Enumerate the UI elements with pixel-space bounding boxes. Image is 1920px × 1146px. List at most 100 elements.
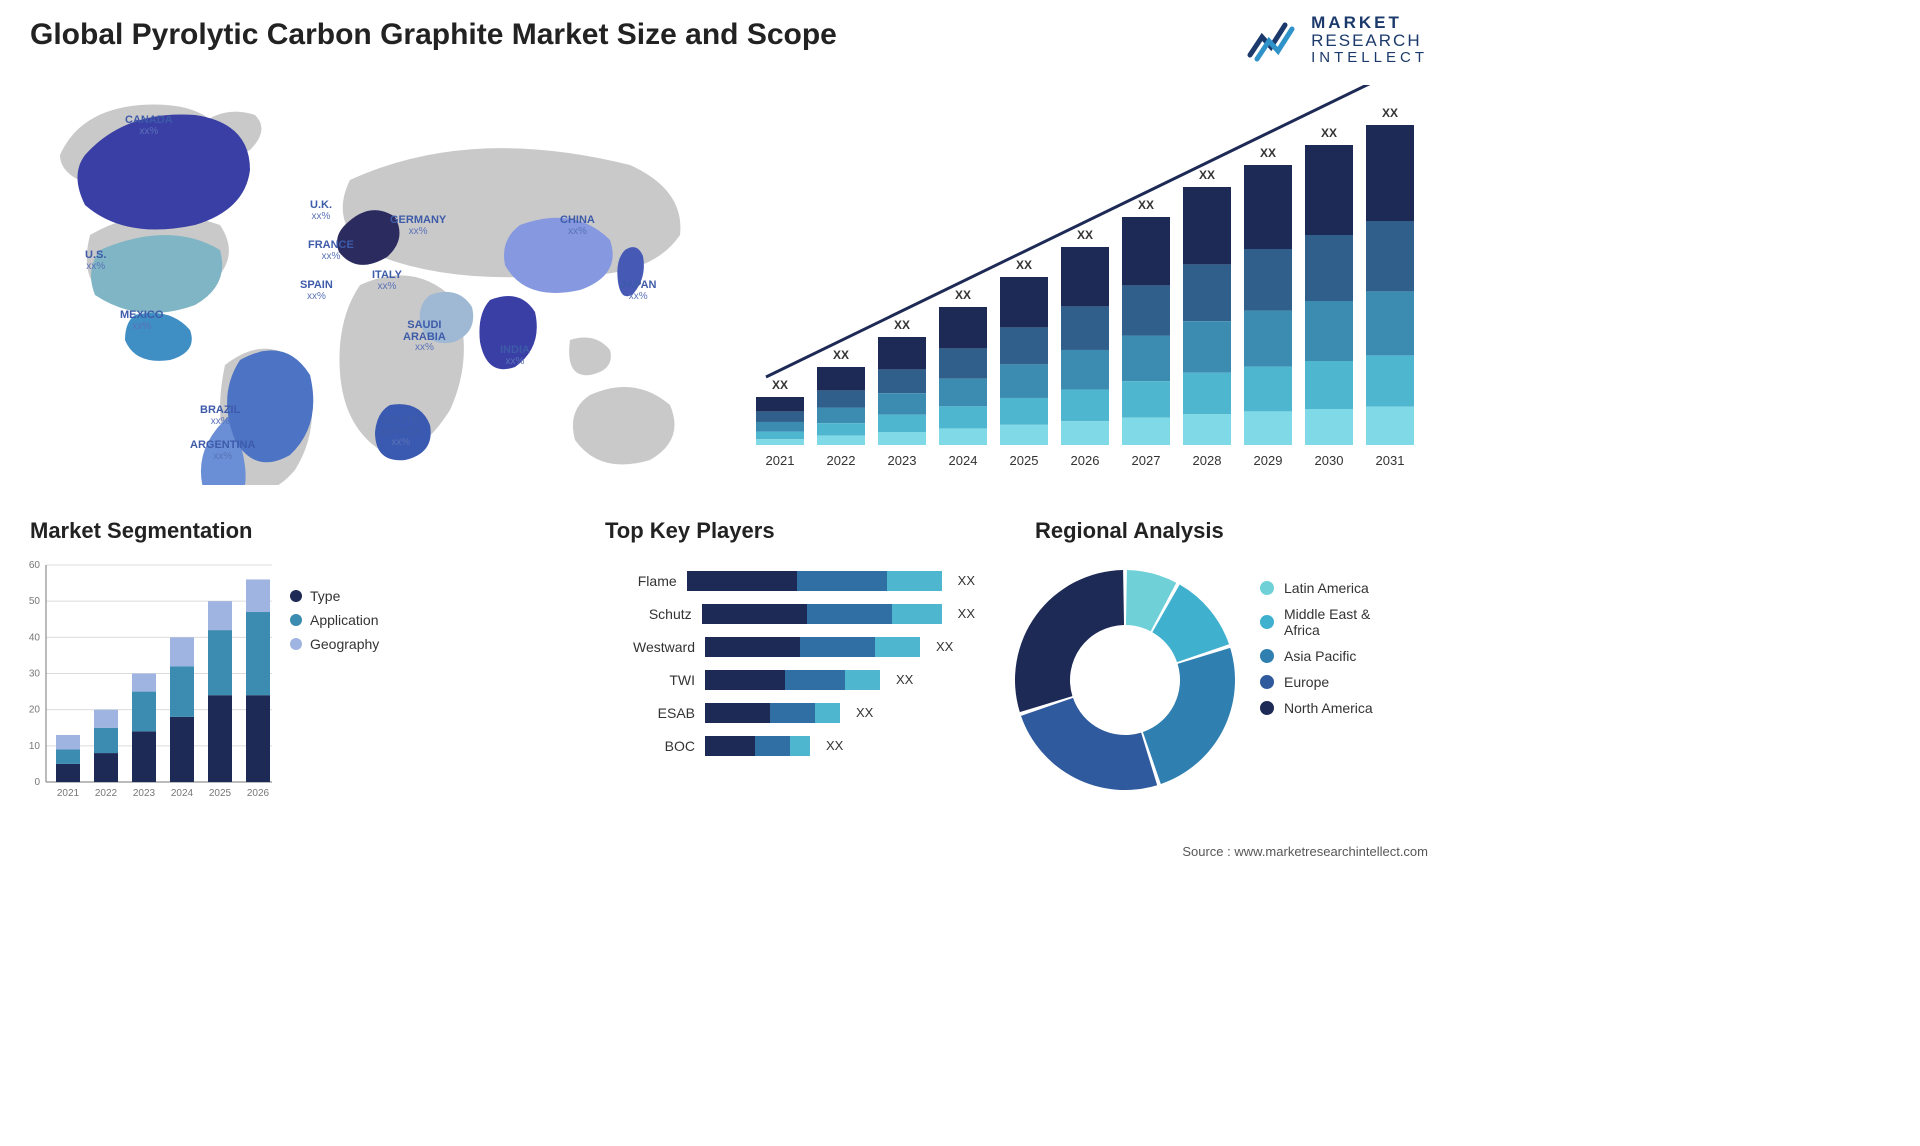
growth-bar-seg <box>1244 311 1292 367</box>
map-region-china <box>504 218 613 293</box>
player-bar-seg <box>875 637 920 657</box>
player-bar <box>687 571 942 591</box>
svg-text:20: 20 <box>29 705 41 716</box>
player-bar-seg <box>807 604 892 624</box>
players-heading: Top Key Players <box>605 518 775 544</box>
growth-bar-seg <box>1305 409 1353 445</box>
legend-label: Latin America <box>1284 580 1369 596</box>
growth-bar-seg <box>817 423 865 435</box>
player-bar-seg <box>892 604 942 624</box>
growth-bar-label: XX <box>772 378 788 392</box>
player-bar-seg <box>702 604 807 624</box>
growth-bar-seg <box>1000 277 1048 327</box>
player-bar-seg <box>770 703 815 723</box>
region-legend-item: Latin America <box>1260 580 1373 596</box>
seg-bar-seg <box>132 731 156 782</box>
regional-legend: Latin AmericaMiddle East &AfricaAsia Pac… <box>1260 570 1373 726</box>
svg-text:2026: 2026 <box>247 788 270 799</box>
growth-bar-seg <box>1061 306 1109 350</box>
player-bar <box>705 670 880 690</box>
region-legend-item: Middle East &Africa <box>1260 606 1373 638</box>
growth-bar-label: XX <box>1138 198 1154 212</box>
growth-bar-seg <box>1183 264 1231 321</box>
growth-chart: XX2021XX2022XX2023XX2024XX2025XX2026XX20… <box>748 85 1428 485</box>
map-label-japan: JAPANxx% <box>620 280 656 302</box>
growth-bar-seg <box>1000 364 1048 398</box>
growth-bar-seg <box>1305 235 1353 301</box>
player-bar-seg <box>815 703 840 723</box>
growth-bar-label: XX <box>1199 168 1215 182</box>
map-label-china: CHINAxx% <box>560 215 595 237</box>
map-label-india: INDIAxx% <box>500 345 530 367</box>
growth-bar-label: XX <box>955 288 971 302</box>
world-map-svg <box>30 85 710 485</box>
seg-bar-seg <box>170 717 194 782</box>
legend-label: Type <box>310 588 340 604</box>
player-bar-seg <box>705 736 755 756</box>
player-value: XX <box>826 738 843 753</box>
player-bar-seg <box>705 637 800 657</box>
player-bar-seg <box>755 736 790 756</box>
svg-text:2024: 2024 <box>171 788 194 799</box>
seg-bar-seg <box>170 666 194 717</box>
growth-bar-label: XX <box>894 318 910 332</box>
page-title: Global Pyrolytic Carbon Graphite Market … <box>30 18 837 52</box>
growth-bar-seg <box>1183 321 1231 373</box>
player-bar-seg <box>705 703 770 723</box>
seg-bar-seg <box>94 728 118 753</box>
growth-year-label: 2024 <box>949 453 978 468</box>
map-label-italy: ITALYxx% <box>372 270 402 292</box>
growth-bar-label: XX <box>1077 228 1093 242</box>
growth-bar-seg <box>1244 367 1292 412</box>
seg-bar-seg <box>94 710 118 728</box>
growth-year-label: 2029 <box>1254 453 1283 468</box>
player-bar-seg <box>705 670 785 690</box>
regional-donut-svg <box>1000 555 1250 805</box>
source-text: Source : www.marketresearchintellect.com <box>1182 844 1428 859</box>
growth-bar-seg <box>878 369 926 393</box>
player-row: TWIXX <box>605 667 975 692</box>
growth-bar-seg <box>1366 407 1414 445</box>
growth-year-label: 2022 <box>827 453 856 468</box>
growth-bar-seg <box>1305 361 1353 409</box>
map-region-usa <box>91 235 222 313</box>
map-label-mexico: MEXICOxx% <box>120 310 163 332</box>
region-legend-item: Europe <box>1260 674 1373 690</box>
legend-swatch <box>1260 701 1274 715</box>
growth-bar-seg <box>1122 217 1170 285</box>
map-label-saudi-arabia: SAUDIARABIAxx% <box>403 320 446 354</box>
map-label-canada: CANADAxx% <box>125 115 173 137</box>
growth-bar-seg <box>1244 249 1292 311</box>
player-bar-seg <box>797 571 887 591</box>
seg-bar-seg <box>246 579 270 612</box>
player-row: WestwardXX <box>605 634 975 659</box>
legend-swatch <box>290 614 302 626</box>
seg-bar-seg <box>208 601 232 630</box>
svg-text:2023: 2023 <box>133 788 156 799</box>
seg-bar-seg <box>132 674 156 692</box>
map-label-spain: SPAINxx% <box>300 280 333 302</box>
logo-icon <box>1247 17 1303 63</box>
donut-slice <box>1021 698 1157 790</box>
map-label-brazil: BRAZILxx% <box>200 405 240 427</box>
growth-bar-seg <box>756 432 804 440</box>
growth-bar-seg <box>1305 145 1353 235</box>
growth-bar-seg <box>1366 355 1414 406</box>
player-bar-seg <box>790 736 810 756</box>
growth-bar-seg <box>756 422 804 432</box>
player-bar <box>705 736 810 756</box>
growth-bar-label: XX <box>1260 146 1276 160</box>
player-bar-seg <box>785 670 845 690</box>
player-bar-seg <box>887 571 942 591</box>
growth-bar-seg <box>939 348 987 378</box>
seg-bar-seg <box>246 695 270 782</box>
region-legend-item: North America <box>1260 700 1373 716</box>
map-label-argentina: ARGENTINAxx% <box>190 440 255 462</box>
growth-bar-seg <box>1366 221 1414 291</box>
legend-swatch <box>1260 615 1274 629</box>
legend-swatch <box>1260 675 1274 689</box>
logo-line2: RESEARCH <box>1311 32 1428 50</box>
player-name: BOC <box>605 738 695 754</box>
svg-text:30: 30 <box>29 669 41 680</box>
legend-label: Application <box>310 612 379 628</box>
